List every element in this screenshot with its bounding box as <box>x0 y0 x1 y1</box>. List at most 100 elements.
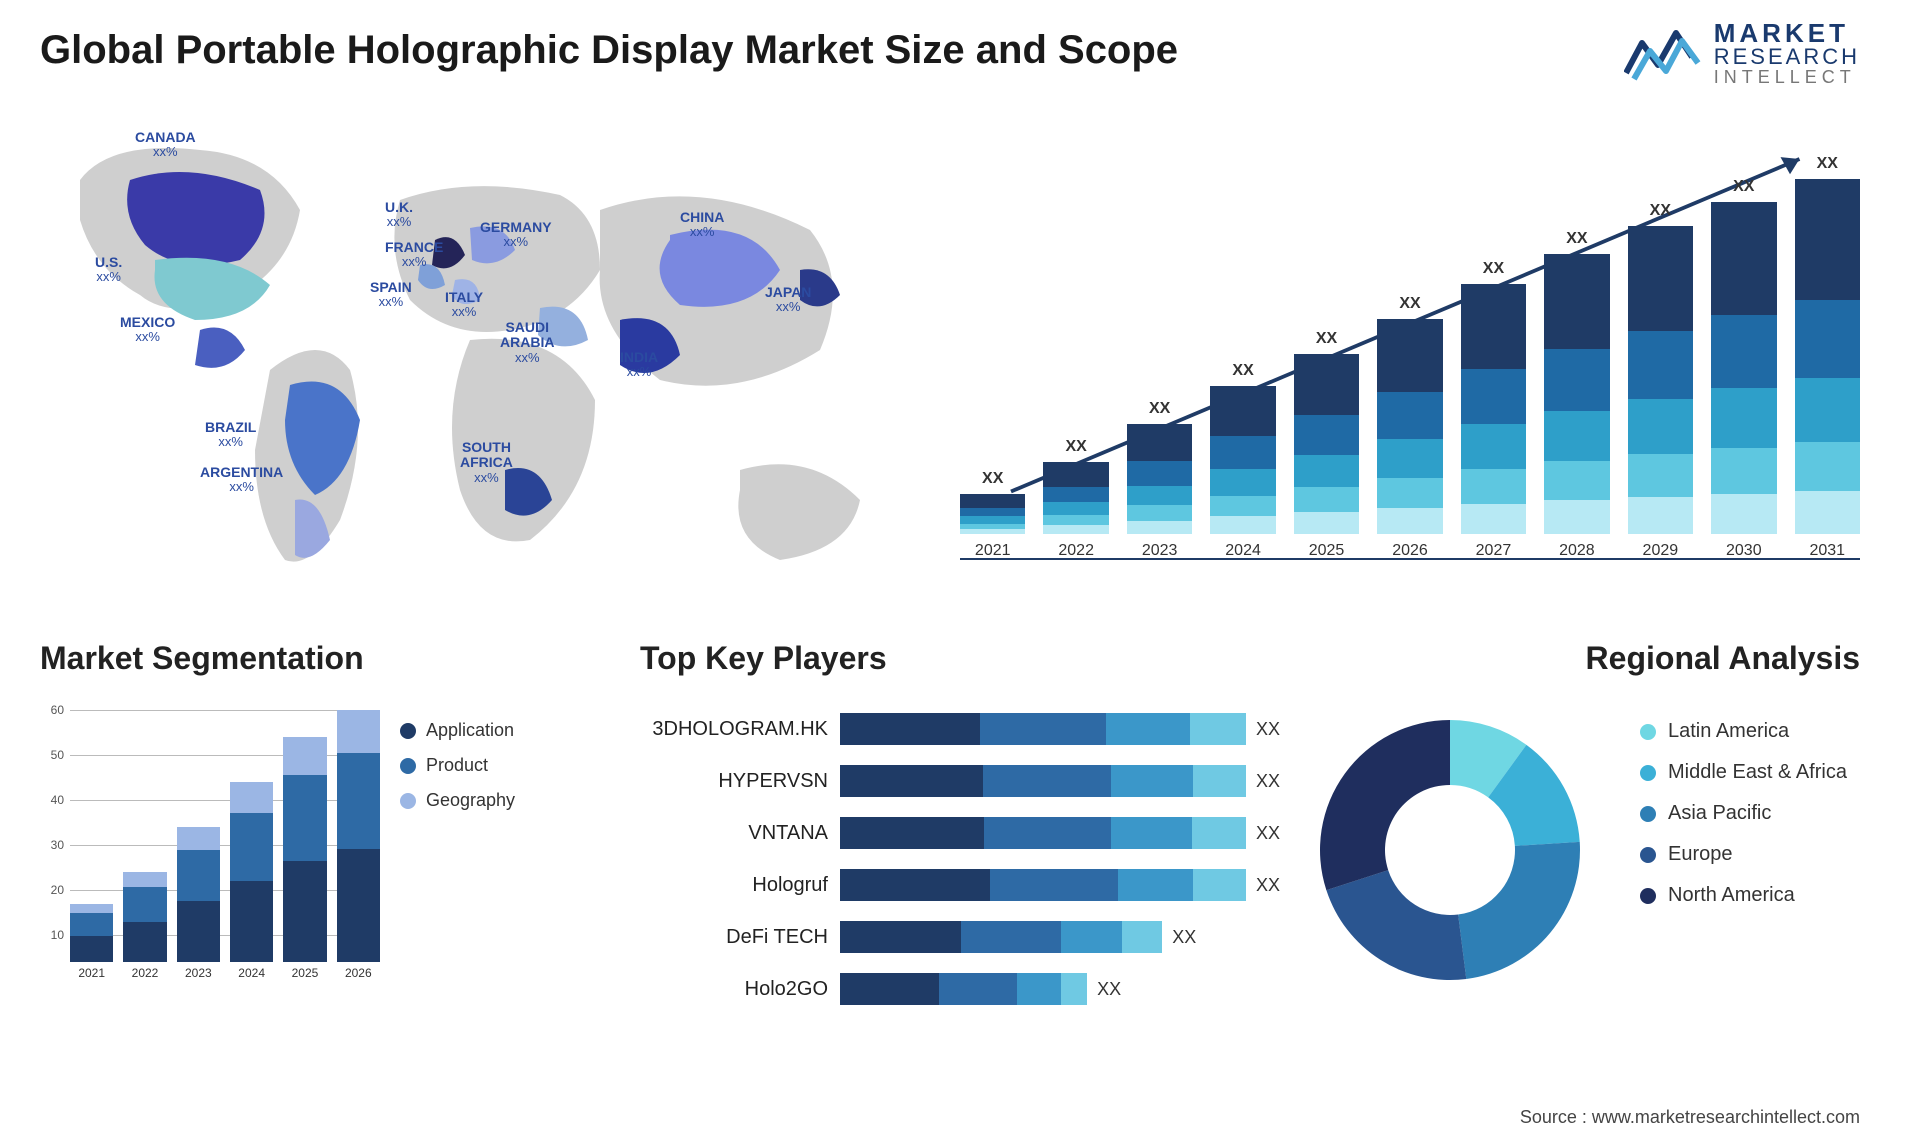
mainchart-segment <box>1127 505 1192 520</box>
seg-bar-2024: 2024 <box>230 782 273 980</box>
player-bar-segment <box>1061 921 1123 953</box>
mainchart-year-label: 2023 <box>1142 542 1178 560</box>
player-bar-segment <box>1118 869 1193 901</box>
mainchart-segment <box>1795 378 1860 442</box>
mainchart-segment <box>1628 226 1693 331</box>
player-name: 3DHOLOGRAM.HK <box>640 718 840 741</box>
seg-year-label: 2021 <box>78 966 105 980</box>
seg-year-label: 2026 <box>345 966 372 980</box>
market-segmentation-section: Market Segmentation 102030405060 2021202… <box>40 640 600 1020</box>
segmentation-chart: 102030405060 202120222023202420252026 <box>40 700 380 1000</box>
mainchart-segment <box>1377 508 1442 534</box>
seg-segment <box>70 904 113 914</box>
mainchart-segment <box>1127 424 1192 461</box>
mainchart-segment <box>1711 388 1776 448</box>
regional-legend-item: North America <box>1640 884 1847 907</box>
mainchart-segment <box>1461 284 1526 369</box>
mainchart-segment <box>1377 478 1442 508</box>
player-bar-segment <box>840 973 939 1005</box>
player-bar-segment <box>980 713 1106 745</box>
mainchart-segment <box>1461 469 1526 504</box>
player-bar-segment <box>840 713 980 745</box>
mainchart-segment <box>1294 415 1359 455</box>
seg-bar-2022: 2022 <box>123 872 166 980</box>
mainchart-bar-2031: XX2031 <box>1795 155 1860 560</box>
mainchart-bar-2025: XX2025 <box>1294 330 1359 560</box>
mainchart-value-label: XX <box>1817 155 1838 173</box>
seg-segment <box>177 827 220 850</box>
logo-line2: RESEARCH <box>1714 46 1860 68</box>
map-label-japan: JAPANxx% <box>765 285 811 315</box>
mainchart-segment <box>1544 349 1609 411</box>
map-label-france: FRANCExx% <box>385 240 443 270</box>
seg-segment <box>70 913 113 935</box>
seg-ytick: 10 <box>51 928 64 942</box>
mainchart-segment <box>1544 411 1609 461</box>
mainchart-segment <box>1795 300 1860 378</box>
seg-legend-item: Product <box>400 755 515 776</box>
seg-ytick: 30 <box>51 838 64 852</box>
mainchart-segment <box>1043 502 1108 515</box>
player-value: XX <box>1256 875 1280 896</box>
seg-bar-2023: 2023 <box>177 827 220 980</box>
seg-bar-2026: 2026 <box>337 710 380 980</box>
mainchart-segment <box>1711 202 1776 315</box>
player-bar-segment <box>983 765 1111 797</box>
mainchart-segment <box>1043 462 1108 486</box>
seg-segment <box>337 753 380 849</box>
player-bar-segment <box>1122 921 1162 953</box>
seg-year-label: 2025 <box>292 966 319 980</box>
mainchart-segment <box>1127 461 1192 485</box>
seg-legend-item: Geography <box>400 790 515 811</box>
map-label-italy: ITALYxx% <box>445 290 483 320</box>
mainchart-segment <box>1711 448 1776 494</box>
seg-legend-item: Application <box>400 720 515 741</box>
seg-year-label: 2023 <box>185 966 212 980</box>
player-bar <box>840 817 1246 849</box>
player-row: Holo2GOXX <box>640 970 1280 1008</box>
world-map: CANADAxx%U.S.xx%MEXICOxx%BRAZILxx%ARGENT… <box>40 120 900 600</box>
mainchart-segment <box>1294 354 1359 415</box>
mainchart-segment <box>1544 500 1609 534</box>
seg-year-label: 2022 <box>132 966 159 980</box>
map-label-mexico: MEXICOxx% <box>120 315 175 345</box>
mainchart-value-label: XX <box>1399 295 1420 313</box>
player-value: XX <box>1172 927 1196 948</box>
mainchart-segment <box>1294 512 1359 534</box>
player-bar-segment <box>840 869 990 901</box>
player-row: DeFi TECHXX <box>640 918 1280 956</box>
player-bar <box>840 921 1162 953</box>
map-label-argentina: ARGENTINAxx% <box>200 465 283 495</box>
seg-segment <box>230 813 273 881</box>
mainchart-segment <box>1461 424 1526 469</box>
mainchart-segment <box>1628 399 1693 454</box>
player-value: XX <box>1256 771 1280 792</box>
mainchart-value-label: XX <box>1066 438 1087 456</box>
seg-segment <box>70 936 113 962</box>
mainchart-segment <box>1711 315 1776 388</box>
mainchart-value-label: XX <box>1316 330 1337 348</box>
mainchart-segment <box>960 529 1025 534</box>
player-name: Hologruf <box>640 874 840 897</box>
mainchart-segment <box>1210 386 1275 436</box>
mainchart-year-label: 2027 <box>1476 542 1512 560</box>
map-label-southafrica: SOUTHAFRICAxx% <box>460 440 513 485</box>
seg-segment <box>123 922 166 963</box>
map-label-india: INDIAxx% <box>620 350 658 380</box>
mainchart-segment <box>1294 487 1359 512</box>
player-bar-segment <box>984 817 1110 849</box>
donut-slice <box>1320 720 1450 890</box>
mainchart-segment <box>1377 439 1442 478</box>
player-bar <box>840 713 1246 745</box>
regional-donut <box>1300 700 1600 1000</box>
source-citation: Source : www.marketresearchintellect.com <box>1520 1107 1860 1128</box>
mainchart-segment <box>1795 442 1860 492</box>
mainchart-segment <box>1043 515 1108 525</box>
player-bar-segment <box>1192 817 1246 849</box>
logo-icon <box>1624 23 1702 83</box>
mainchart-value-label: XX <box>1232 362 1253 380</box>
seg-bar-2025: 2025 <box>283 737 326 980</box>
mainchart-segment <box>1210 516 1275 534</box>
mainchart-segment <box>1544 461 1609 500</box>
regional-legend: Latin AmericaMiddle East & AfricaAsia Pa… <box>1640 720 1847 925</box>
